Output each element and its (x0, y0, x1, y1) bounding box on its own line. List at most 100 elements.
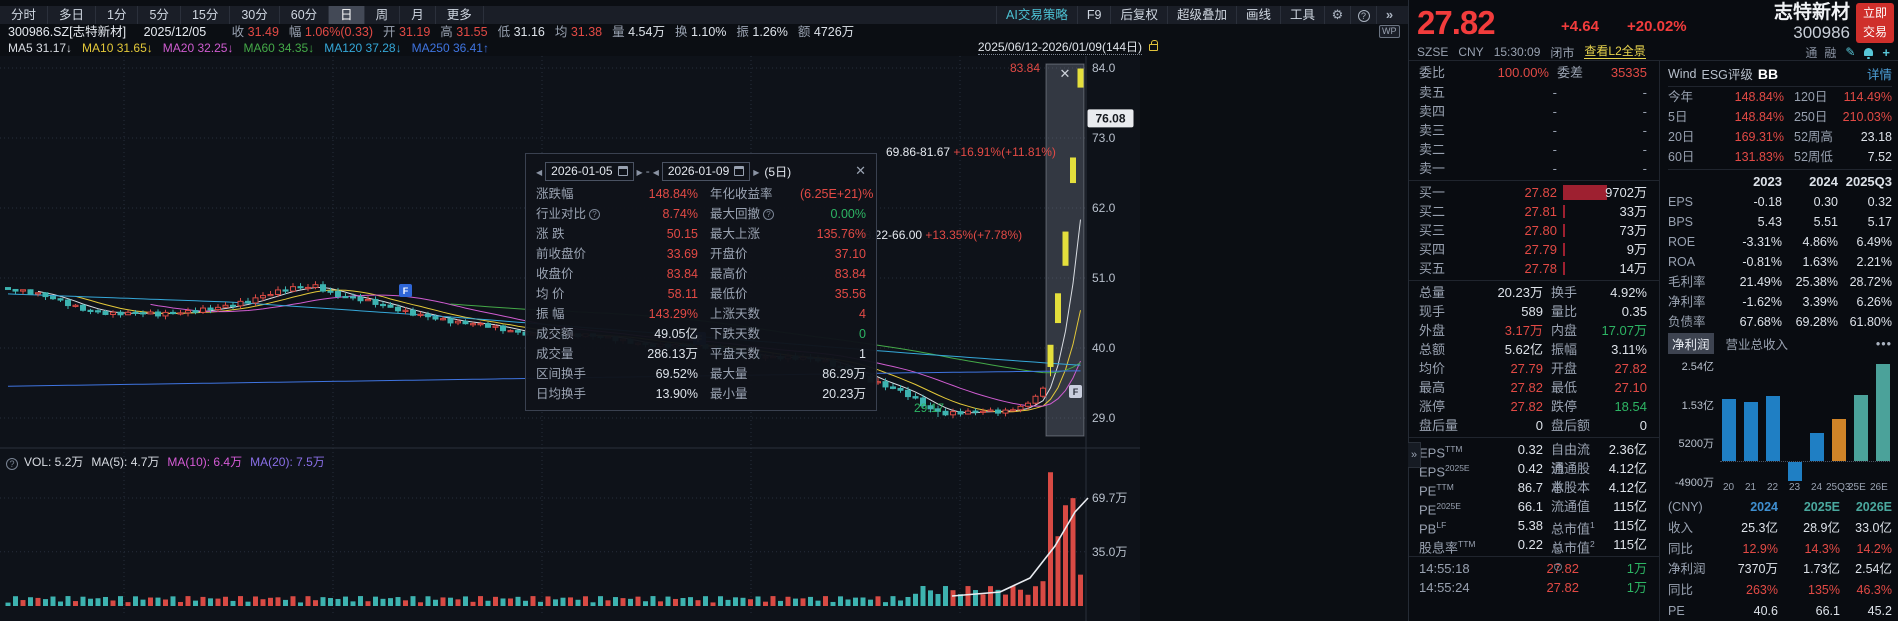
svg-text:29.0: 29.0 (1092, 411, 1116, 425)
settings-button[interactable] (1324, 6, 1350, 24)
performance-row: 20日 169.31% 52周高 23.18 (1668, 127, 1892, 147)
toolbar-action-button[interactable]: 工具 (1279, 6, 1324, 24)
tick-row: 14:55:24 27.82 1万 (1409, 578, 1659, 597)
performance-row: 60日 131.83% 52周低 7.52 (1668, 147, 1892, 167)
panel-collapse-handle[interactable]: » (1408, 442, 1421, 468)
committee-row: 委比 100.00% 委差 35335 (1409, 63, 1659, 83)
stat-row: 盘后量 0 盘后额 0 (1409, 416, 1659, 435)
date-to-value: 2026-01-09 (667, 164, 730, 178)
period-tab[interactable]: 60分 (280, 6, 330, 24)
wc-label: 委差 (1557, 65, 1584, 80)
financials-cell: -0.81% (1742, 255, 1782, 269)
forecast-cell: 14.2% (1856, 541, 1892, 556)
toolbar-action-button[interactable]: 画线 (1235, 6, 1280, 24)
level-price: - (1552, 141, 1557, 157)
stat-label: EPS2025E (1419, 462, 1470, 479)
stat-value: 0.32 (1517, 441, 1543, 457)
forecast-header-cell: 2025E (1803, 500, 1840, 514)
stat-label: PBLF (1419, 519, 1447, 536)
date-to-picker[interactable]: 2026-01-09 (661, 161, 751, 181)
stat-value: 135.76% (816, 227, 866, 241)
period-tab[interactable]: 更多 (436, 6, 484, 24)
stat-value: 69.52% (655, 367, 698, 381)
financials-cell: 61.80% (1849, 315, 1892, 329)
forecast-cell: 45.2 (1867, 603, 1892, 618)
add-icon[interactable] (1882, 45, 1890, 60)
voice-icon[interactable] (1554, 543, 1562, 552)
toolbar-action-button[interactable]: F9 (1076, 6, 1111, 24)
help-icon[interactable] (589, 209, 601, 220)
lock-icon[interactable] (1149, 40, 1158, 51)
connect-badge: 通 (1805, 45, 1818, 60)
stat-row: 涨停 27.82 跌停 18.54 (1409, 397, 1659, 416)
stat-label: 量比 (1551, 303, 1578, 319)
period-tab[interactable]: 分时 (0, 6, 49, 24)
date-from-picker[interactable]: 2026-01-05 (545, 161, 634, 181)
stat-label: 股息率TTM (1419, 538, 1476, 555)
stat-label: 跌停 (1551, 398, 1578, 414)
next-date-icon[interactable] (753, 164, 759, 178)
divider (1409, 555, 1659, 557)
level-label: 卖三 (1419, 122, 1446, 138)
chart-area[interactable]: 84.0 73.0 62.0 51.0 40.0 29.0 69.7万 35.0万 ✕ 83.84… (0, 56, 1140, 621)
alert-bell-icon[interactable] (1864, 48, 1874, 59)
toolbar-action-button[interactable]: 超级叠加 (1166, 6, 1236, 24)
period-tab[interactable]: 多日 (48, 6, 97, 24)
prev-date-icon[interactable] (653, 164, 659, 178)
stat-value: 4.92% (1610, 284, 1647, 300)
candlestick-chart[interactable]: 84.0 73.0 62.0 51.0 40.0 29.0 69.7万 35.0万 ✕ 83.84… (0, 56, 1140, 621)
trade-now-button[interactable]: 立即 交易 (1856, 3, 1894, 43)
period-tab[interactable]: 30分 (230, 6, 280, 24)
period-tab[interactable]: 日 (329, 6, 365, 24)
voice-icon[interactable] (1554, 562, 1562, 571)
edit-icon[interactable] (1845, 45, 1855, 59)
bid-row: 买一 27.82 9702万 (1409, 183, 1659, 202)
stat-label: 内盘 (1551, 322, 1578, 338)
level-volume: - (1642, 160, 1647, 176)
stat-value: 589 (1521, 303, 1543, 319)
toolbar-action-button[interactable]: 后复权 (1110, 6, 1167, 24)
level-label: 卖五 (1419, 84, 1446, 100)
l2-panorama-link[interactable]: 查看L2全景 (1584, 44, 1646, 59)
detail-link[interactable]: 详情 (1866, 68, 1892, 82)
stat-label: 流通值 (1551, 498, 1591, 514)
stat-label: 盘后额 (1551, 417, 1591, 433)
toolbar-action-button[interactable]: AI交易策略 (996, 6, 1077, 24)
stat-label: 最高 (1419, 379, 1446, 395)
stat-label: 盘后量 (1419, 417, 1459, 433)
help-button[interactable]: ? (1350, 6, 1376, 24)
prev-date-icon[interactable] (536, 164, 542, 178)
chart-x-tick: 24 (1811, 482, 1823, 493)
chart-tab[interactable]: 净利润 (1668, 333, 1714, 354)
stat-label: 涨跌幅 (536, 187, 574, 201)
field-label: 开 (383, 25, 396, 39)
more-tabs-button[interactable]: ••• (1875, 336, 1892, 351)
chart-tab[interactable]: 营业总收入 (1725, 338, 1789, 352)
period-tabs: 分时 多日 1分 5分 15分 30分 60分日周月更多 (0, 6, 484, 24)
axis-price-marker (1087, 109, 1134, 128)
help-icon[interactable] (6, 458, 18, 470)
range-label[interactable]: 2025/06/12-2026/01/09(144日) (977, 40, 1142, 55)
stat-value: 86.7 (1517, 479, 1543, 495)
period-tab[interactable]: 15分 (181, 6, 231, 24)
level-label: 买五 (1419, 260, 1446, 276)
chart-annotation: 58.22-66.00 +13.35%(+7.78%) (858, 228, 1022, 242)
next-date-icon[interactable] (637, 164, 643, 178)
period-tab[interactable]: 5分 (138, 6, 181, 24)
stat-label: 外盘 (1419, 322, 1446, 338)
valuation-rows: EPSTTM 0.32 自由流通 2.36亿 EPS2025E 0.42 流通股本 4.12亿… (1409, 440, 1659, 571)
divider (1409, 279, 1659, 281)
volume-legend-items: VOL: 5.2万 MA(5): 4.7万 MA(10): 6.4万 MA(20): … (24, 455, 333, 469)
stat-value: 27.79 (1510, 360, 1543, 376)
stat-label: 振 幅 (536, 307, 565, 321)
help-icon[interactable] (763, 209, 775, 220)
period-tab[interactable]: 1分 (96, 6, 139, 24)
expand-button[interactable] (1376, 6, 1402, 24)
divider (1668, 169, 1892, 170)
period-tab[interactable]: 月 (400, 6, 436, 24)
period-tab[interactable]: 周 (365, 6, 401, 24)
stat-value: 5.62亿 (1504, 341, 1543, 357)
close-icon[interactable] (855, 163, 866, 179)
stat-label: 日均换手 (536, 387, 587, 401)
stat-row: 外盘 3.17万 内盘 17.07万 (1409, 321, 1659, 340)
